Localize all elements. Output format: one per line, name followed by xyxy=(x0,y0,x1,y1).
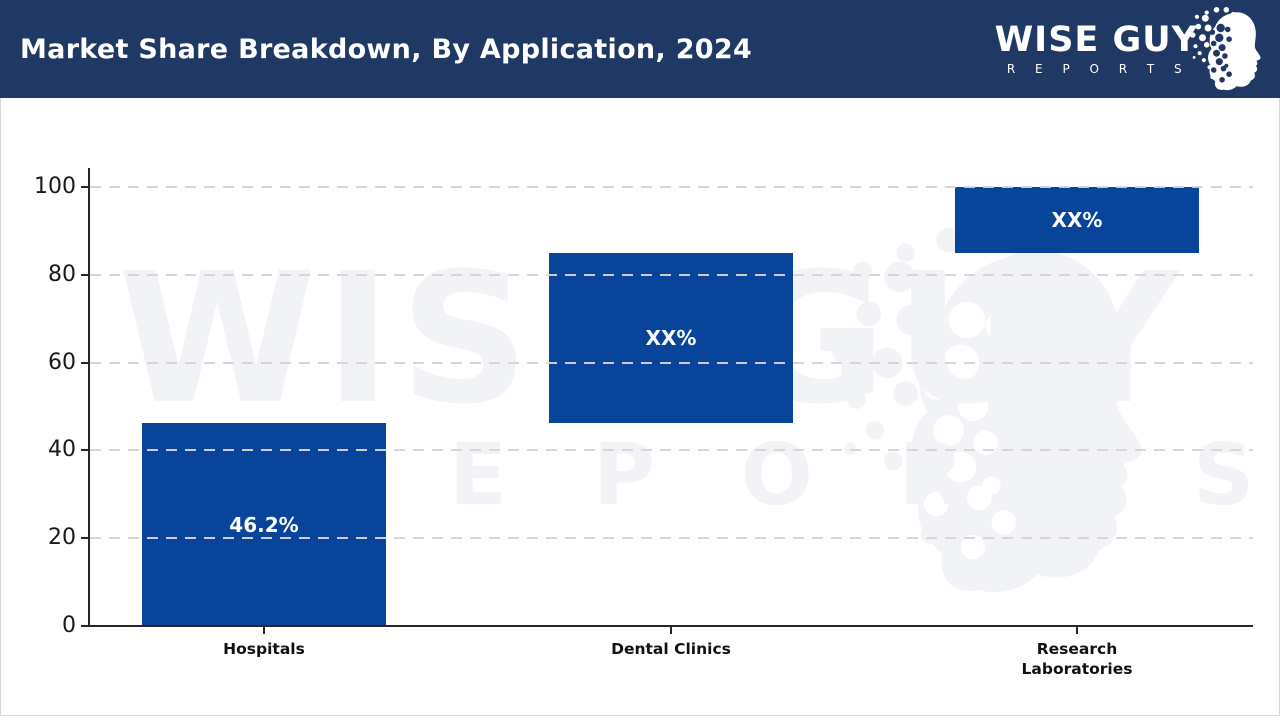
bar-value-label: XX% xyxy=(645,326,697,351)
y-tick-label-0: 0 xyxy=(62,613,76,638)
y-tick-mark-80 xyxy=(81,273,88,276)
x-tick-mark-0 xyxy=(263,627,265,634)
bar-value-label: 46.2% xyxy=(229,512,299,537)
gridline-40 xyxy=(90,449,1253,452)
gridline-20 xyxy=(90,537,1253,540)
bar-value-label: XX% xyxy=(1051,207,1103,232)
watermark-face-icon xyxy=(831,228,1142,593)
y-tick-label-100: 100 xyxy=(34,174,76,199)
header-bar: Market Share Breakdown, By Application, … xyxy=(0,0,1280,98)
brand-logo: WISE GUY R E P O R T S xyxy=(995,7,1280,91)
brand-text: WISE GUY R E P O R T S xyxy=(994,19,1198,76)
category-label-0: Hospitals xyxy=(223,640,305,658)
gridline-60 xyxy=(90,361,1253,364)
y-tick-mark-60 xyxy=(81,361,88,364)
category-label-1: Dental Clinics xyxy=(611,640,731,658)
x-axis-line xyxy=(88,625,1253,627)
y-tick-mark-20 xyxy=(81,537,88,540)
chart-title: Market Share Breakdown, By Application, … xyxy=(20,33,753,65)
y-tick-label-20: 20 xyxy=(48,525,76,551)
gridline-80 xyxy=(90,273,1253,276)
y-tick-label-40: 40 xyxy=(48,437,76,463)
bar-dental-clinics xyxy=(549,252,793,424)
y-tick-mark-40 xyxy=(81,449,88,452)
gridline-100 xyxy=(90,186,1253,188)
bar-hospitals xyxy=(142,423,386,626)
wiseguy-face-icon xyxy=(1189,7,1261,91)
bar-research-laboratories xyxy=(955,187,1199,253)
brand-name: WISE GUY xyxy=(994,19,1198,60)
y-tick-label-80: 80 xyxy=(48,261,76,287)
y-tick-mark-100 xyxy=(81,186,88,188)
x-tick-mark-2 xyxy=(1076,627,1078,634)
y-tick-mark-0 xyxy=(81,625,88,627)
brand-subtitle: R E P O R T S xyxy=(1006,61,1190,76)
y-tick-label-60: 60 xyxy=(48,349,76,375)
category-label-2: Research Laboratories xyxy=(1021,640,1133,679)
x-tick-mark-1 xyxy=(670,627,672,634)
y-axis-line xyxy=(88,168,90,627)
